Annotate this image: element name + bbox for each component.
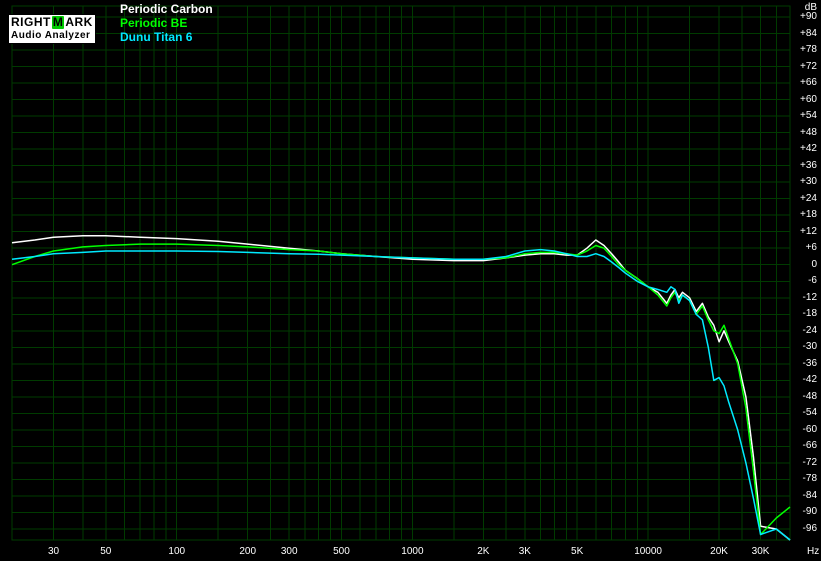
x-axis-unit: Hz — [807, 546, 819, 557]
y-axis-label: 0 — [811, 259, 817, 270]
y-axis-label: +84 — [800, 28, 817, 39]
y-axis-label: +60 — [800, 94, 817, 105]
y-axis-label: +6 — [806, 242, 817, 253]
y-axis-label: -66 — [803, 440, 817, 451]
chart-container: { "chart": { "type": "line", "width": 82… — [0, 0, 821, 561]
y-axis-label: +78 — [800, 44, 817, 55]
x-axis-label: 50 — [100, 546, 111, 557]
x-axis-label: 10000 — [634, 546, 662, 557]
y-axis-label: -60 — [803, 424, 817, 435]
y-axis-label: -54 — [803, 407, 817, 418]
y-axis-label: +42 — [800, 143, 817, 154]
y-axis-label: -90 — [803, 506, 817, 517]
y-axis-label: -18 — [803, 308, 817, 319]
y-axis-label: +54 — [800, 110, 817, 121]
legend-label: Periodic Carbon — [120, 2, 213, 16]
legend: Periodic CarbonPeriodic BEDunu Titan 6 — [120, 2, 213, 44]
legend-item: Periodic Carbon — [120, 2, 213, 16]
y-axis-label: -12 — [803, 292, 817, 303]
logo-text-m: M — [52, 16, 65, 29]
y-axis-label: +30 — [800, 176, 817, 187]
x-axis-label: 30 — [48, 546, 59, 557]
x-axis-label: 200 — [239, 546, 256, 557]
y-axis-unit: dB — [805, 2, 817, 13]
y-axis-label: -30 — [803, 341, 817, 352]
x-axis-label: 20K — [710, 546, 728, 557]
x-axis-label: 3K — [519, 546, 531, 557]
x-axis-label: 30K — [752, 546, 770, 557]
legend-item: Periodic BE — [120, 16, 213, 30]
y-axis-label: -48 — [803, 391, 817, 402]
y-axis-label: +18 — [800, 209, 817, 220]
frequency-response-plot — [0, 0, 821, 561]
y-axis-label: +36 — [800, 160, 817, 171]
y-axis-label: -72 — [803, 457, 817, 468]
y-axis-label: -84 — [803, 490, 817, 501]
logo-text-b: ARK — [65, 15, 93, 29]
y-axis-label: +24 — [800, 193, 817, 204]
x-axis-label: 1000 — [401, 546, 423, 557]
legend-label: Dunu Titan 6 — [120, 30, 192, 44]
x-axis-label: 500 — [333, 546, 350, 557]
legend-item: Dunu Titan 6 — [120, 30, 213, 44]
y-axis-label: +72 — [800, 61, 817, 72]
rightmark-logo: RIGHTMARK Audio Analyzer — [8, 14, 96, 44]
y-axis-label: -96 — [803, 523, 817, 534]
y-axis-label: +12 — [800, 226, 817, 237]
x-axis-label: 300 — [281, 546, 298, 557]
x-axis-label: 5K — [571, 546, 583, 557]
y-axis-label: -24 — [803, 325, 817, 336]
y-axis-label: +66 — [800, 77, 817, 88]
logo-text-a: RIGHT — [11, 15, 51, 29]
x-axis-label: 2K — [477, 546, 489, 557]
y-axis-label: -6 — [808, 275, 817, 286]
logo-subtitle: Audio Analyzer — [11, 29, 93, 42]
y-axis-label: -36 — [803, 358, 817, 369]
legend-label: Periodic BE — [120, 16, 187, 30]
y-axis-label: +48 — [800, 127, 817, 138]
y-axis-label: -78 — [803, 473, 817, 484]
x-axis-label: 100 — [168, 546, 185, 557]
y-axis-label: -42 — [803, 374, 817, 385]
